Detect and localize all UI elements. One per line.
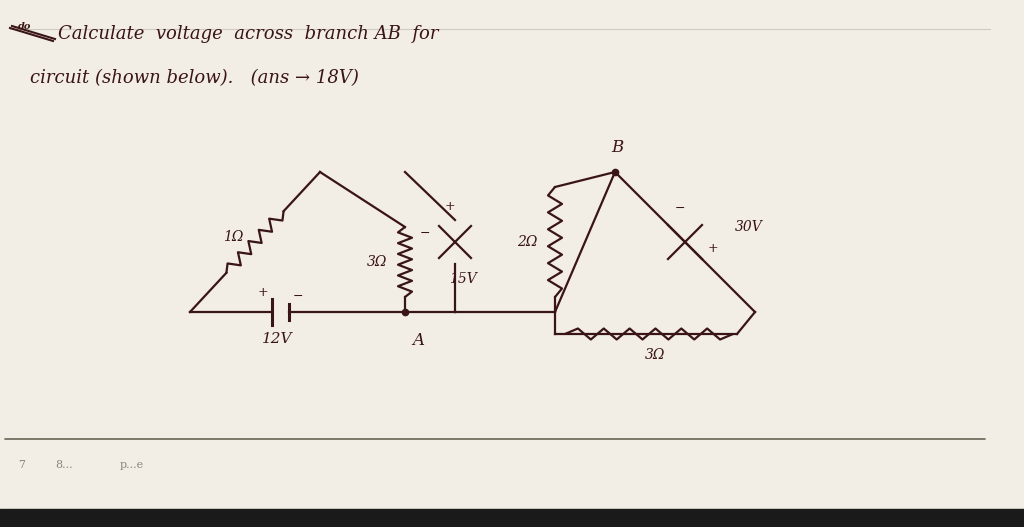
Text: circuit (shown below).   (ans → 18V): circuit (shown below). (ans → 18V) xyxy=(30,69,358,87)
Text: 3Ω: 3Ω xyxy=(645,348,666,362)
Text: +: + xyxy=(708,242,718,255)
Text: −: − xyxy=(293,290,303,303)
Text: 3Ω: 3Ω xyxy=(367,255,387,269)
Text: B: B xyxy=(611,139,624,156)
Text: 7: 7 xyxy=(18,460,25,470)
Text: 12V: 12V xyxy=(262,332,292,346)
Text: −: − xyxy=(675,202,685,215)
Text: 15V: 15V xyxy=(450,272,477,286)
Text: 30V: 30V xyxy=(735,220,763,234)
Text: −: − xyxy=(420,227,430,240)
Text: p...e: p...e xyxy=(120,460,144,470)
Text: do: do xyxy=(18,22,32,31)
Text: 2Ω: 2Ω xyxy=(517,235,537,249)
Text: A: A xyxy=(412,332,424,349)
Text: Calculate  voltage  across  branch AB  for: Calculate voltage across branch AB for xyxy=(58,25,438,43)
Text: 1Ω: 1Ω xyxy=(223,230,243,244)
Text: +: + xyxy=(258,286,268,299)
Text: +: + xyxy=(444,200,456,213)
Text: 8...: 8... xyxy=(55,460,73,470)
